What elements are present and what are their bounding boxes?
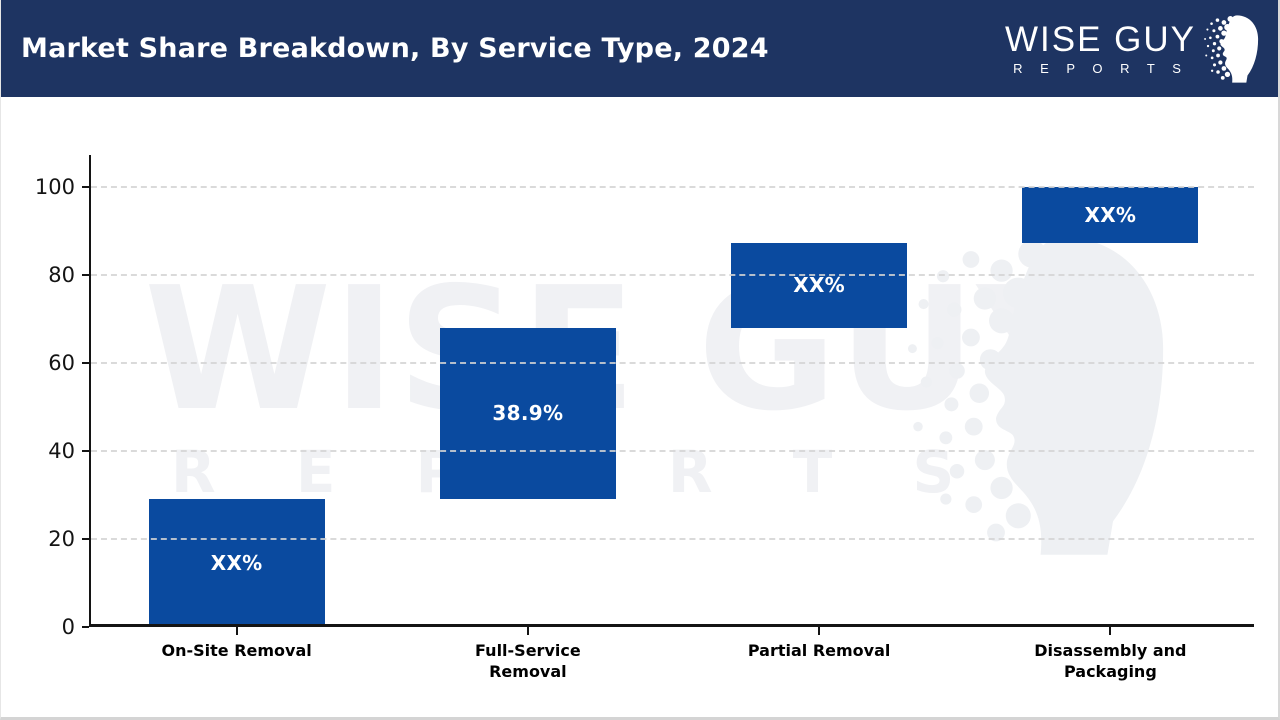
y-tick — [82, 186, 89, 188]
gridline — [91, 362, 1254, 364]
x-tick-label: Disassembly and Packaging — [975, 640, 1245, 682]
x-tick — [1109, 627, 1112, 635]
dotted-face-icon — [1204, 14, 1259, 83]
x-tick-label-line: On-Site Removal — [161, 641, 312, 660]
x-axis — [89, 624, 1254, 627]
brand-logo-text: WISE GUY R E P O R T S — [1005, 22, 1196, 76]
brand-logo: WISE GUY R E P O R T S — [1005, 13, 1264, 85]
x-tick-label: Partial Removal — [684, 640, 954, 661]
x-tick-label: On-Site Removal — [102, 640, 372, 661]
chart: WISE GUY R E P O R T S 020406080100XX%On… — [1, 97, 1278, 717]
y-tick — [82, 362, 89, 364]
x-tick-label-line: Disassembly and — [1034, 641, 1187, 660]
x-tick — [818, 627, 821, 635]
y-tick-label: 20 — [48, 527, 75, 551]
x-tick — [235, 627, 238, 635]
x-tick-label-line: Removal — [489, 662, 567, 682]
bar: XX% — [731, 242, 908, 328]
gridline — [91, 186, 1254, 188]
plot-area: 0 20 40 60 80 100 XX% On-Site Removal 38.9% Full-… — [35, 155, 1254, 681]
y-tick-label: 60 — [48, 351, 75, 375]
brand-subtitle: R E P O R T S — [1013, 60, 1188, 76]
x-tick — [526, 627, 529, 635]
x-tick-label-line: Packaging — [1063, 662, 1157, 682]
brand-name: WISE GUY — [1004, 19, 1196, 59]
y-tick-label: 0 — [61, 615, 75, 639]
y-tick — [82, 450, 89, 452]
y-tick-label: 100 — [34, 175, 75, 199]
header: Market Share Breakdown, By Service Type,… — [1, 0, 1278, 97]
bar-label: XX% — [1084, 202, 1137, 227]
y-tick — [82, 274, 89, 276]
x-tick-label: Full-Service Removal — [393, 640, 663, 682]
gridline — [91, 538, 1254, 540]
bar-label: 38.9% — [492, 401, 564, 426]
gridline — [91, 450, 1254, 452]
y-tick — [82, 626, 89, 628]
bar: XX% — [148, 498, 325, 627]
bar-label: XX% — [793, 273, 846, 298]
bar-label: XX% — [210, 550, 263, 575]
page-title: Market Share Breakdown, By Service Type,… — [21, 33, 769, 64]
watermark-text: WISE GUY — [144, 251, 1102, 449]
bar: 38.9% — [439, 327, 616, 499]
y-tick-label: 40 — [48, 439, 75, 463]
x-tick-label-line: Full-Service — [475, 641, 581, 660]
watermark-face-icon — [907, 237, 1164, 555]
gridline — [91, 274, 1254, 276]
bar: XX% — [1022, 187, 1199, 243]
y-tick — [82, 538, 89, 540]
y-tick-label: 80 — [48, 263, 75, 287]
x-tick-label-line: Partial Removal — [747, 641, 891, 660]
